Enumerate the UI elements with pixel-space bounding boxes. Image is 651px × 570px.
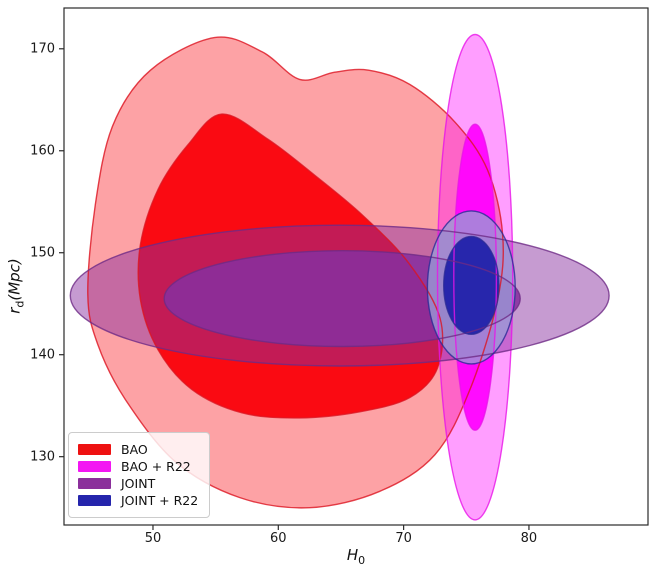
joint-r22-outer-contour xyxy=(426,210,516,365)
joint-outer-contour xyxy=(69,224,610,367)
x-axis-label: H0 xyxy=(346,546,366,567)
y-tick-label-130: 130 xyxy=(30,449,55,465)
joint-inner-contour xyxy=(163,250,521,348)
legend-label-bao: BAO xyxy=(121,441,148,457)
legend-item-joint-r22: JOINT + R22 xyxy=(78,493,200,509)
legend-swatch-bao xyxy=(78,443,111,455)
axes-border xyxy=(63,7,649,526)
bao-r22-inner-contour xyxy=(453,123,498,431)
bao-outer-contour xyxy=(87,36,504,509)
x-tick-label-50: 50 xyxy=(144,531,162,546)
y-tick-label-150: 150 xyxy=(30,245,55,261)
legend-item-bao: BAO xyxy=(78,441,200,457)
y-tick-label-140: 140 xyxy=(30,347,55,363)
bao-inner-contour xyxy=(137,113,444,419)
legend-swatch-bao-r22 xyxy=(78,460,111,472)
y-tick-label-160: 160 xyxy=(30,143,55,159)
legend-label-joint: JOINT xyxy=(121,476,156,492)
x-tick-label-70: 70 xyxy=(395,531,412,546)
legend-swatch-joint-r22 xyxy=(78,495,111,507)
joint-r22-inner-region xyxy=(443,236,499,335)
y-tick-label-170: 170 xyxy=(30,41,55,57)
legend-label-bao-r22: BAO + R22 xyxy=(121,458,191,474)
legend-item-bao-r22: BAO + R22 xyxy=(78,458,200,474)
bao-r22-outer-contour xyxy=(436,33,514,521)
legend-item-joint: JOINT xyxy=(78,476,200,492)
x-tick-label-60: 60 xyxy=(270,531,287,546)
legend-swatch-joint xyxy=(78,478,111,490)
legend-label-joint-r22: JOINT + R22 xyxy=(121,493,199,509)
x-tick-label-80: 80 xyxy=(520,531,538,546)
legend: BAO BAO + R22 JOINT JOINT + R22 xyxy=(68,432,210,518)
y-axis-label: rd(Mpc) xyxy=(5,257,27,314)
joint-r22-inner-contour xyxy=(442,235,500,336)
